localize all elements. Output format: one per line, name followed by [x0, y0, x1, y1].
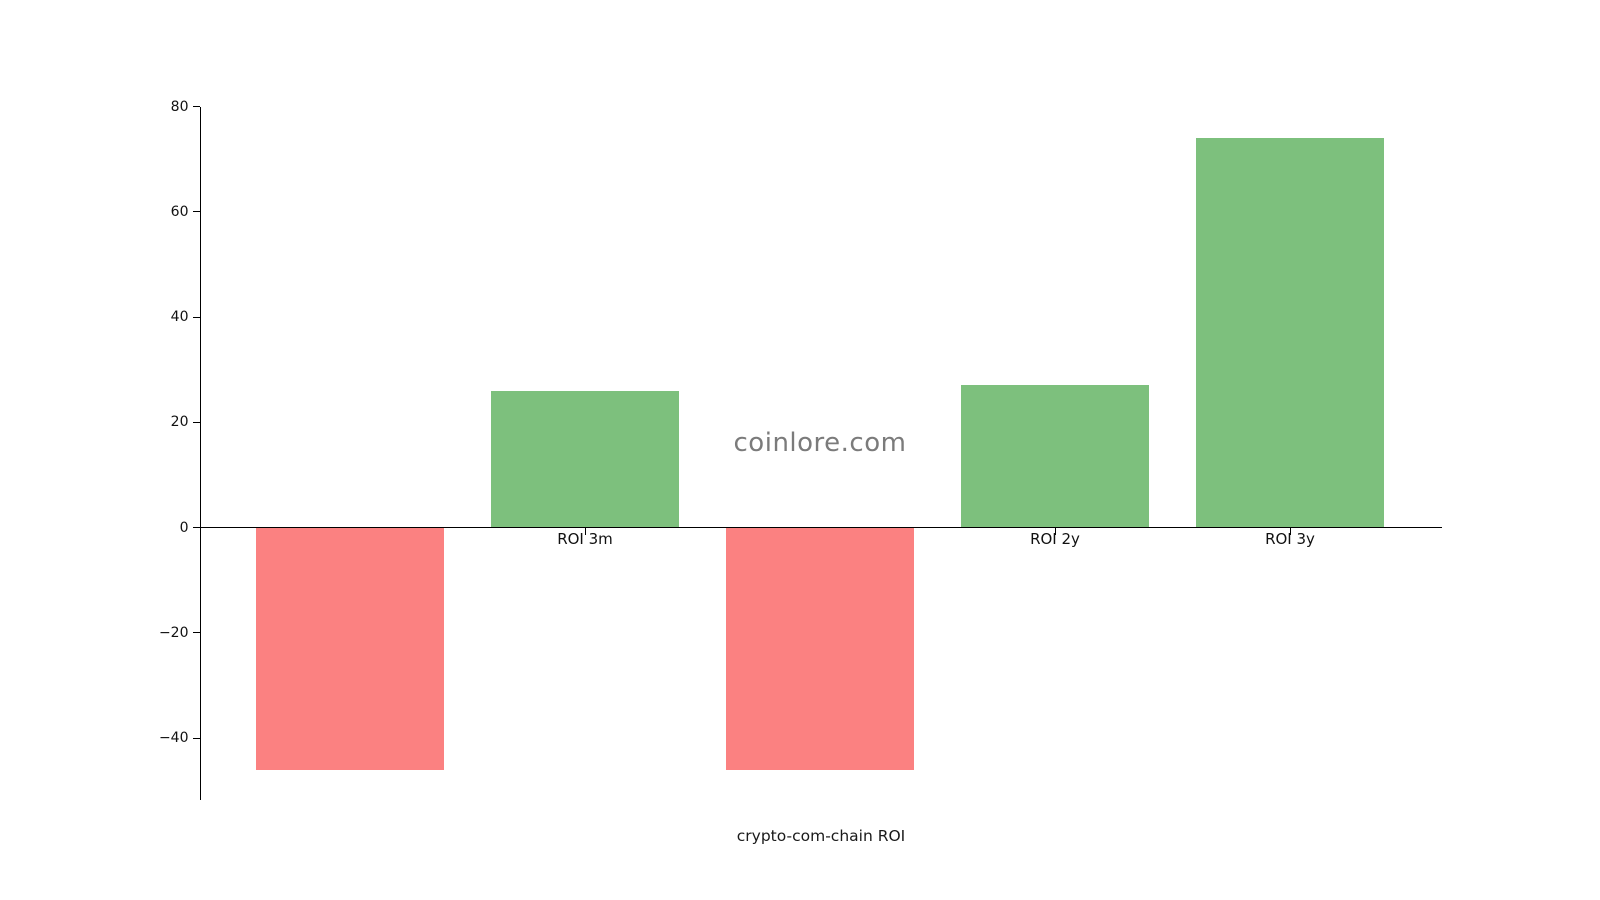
bar: [961, 385, 1149, 528]
y-tick: [192, 527, 200, 528]
y-tick: [192, 737, 200, 739]
y-tick: [192, 316, 200, 318]
bar: [1196, 138, 1384, 528]
y-tick-label: 0: [179, 519, 189, 536]
x-tick-label: ROI 3y: [1265, 529, 1315, 548]
y-tick-label: −20: [158, 624, 189, 641]
y-tick-label: 20: [170, 414, 189, 431]
y-tick: [192, 632, 200, 634]
y-tick-label: 60: [170, 203, 189, 220]
watermark: coinlore.com: [733, 428, 907, 458]
chart-title: crypto-com-chain ROI: [736, 827, 906, 845]
bar: [726, 527, 914, 770]
x-axis-line: [199, 526, 1442, 529]
x-tick-label: ROI 3m: [557, 529, 613, 548]
x-tick-label: ROI 2y: [1030, 529, 1080, 548]
y-axis-spine: [199, 107, 201, 800]
y-tick-label: 40: [170, 309, 189, 325]
y-tick-label: −40: [158, 730, 189, 746]
x-tick: [1289, 527, 1291, 535]
bar: [491, 390, 679, 528]
bar: [256, 527, 444, 770]
y-tick: [192, 106, 200, 107]
y-tick: [192, 421, 200, 423]
y-tick-label: 80: [170, 98, 189, 115]
x-tick: [584, 527, 586, 535]
x-tick: [1054, 527, 1056, 535]
y-tick: [192, 211, 200, 213]
